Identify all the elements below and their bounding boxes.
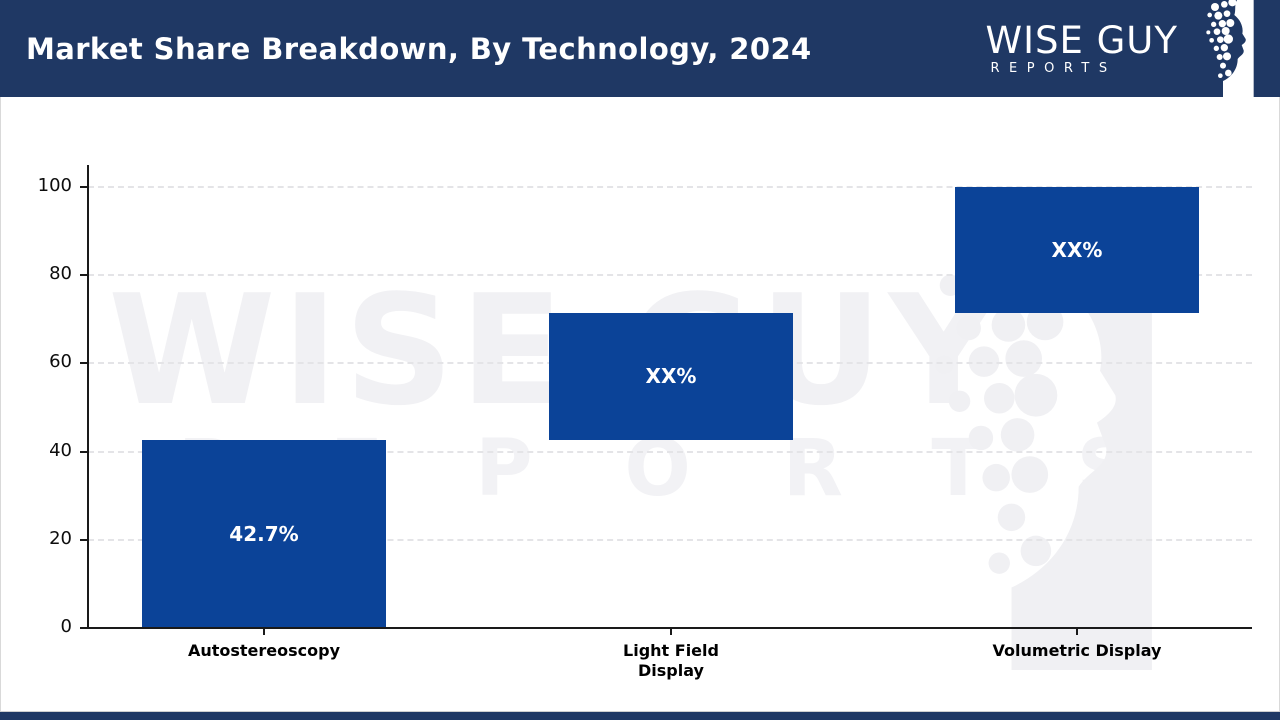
y-tick-label-20: 20	[49, 527, 72, 549]
x-tick-3	[1076, 628, 1078, 635]
footer-bar	[0, 711, 1280, 720]
gridline-80	[88, 274, 1252, 277]
y-tick-label-100: 100	[37, 175, 72, 196]
bar-volumetric-display: XX%	[955, 187, 1199, 314]
y-tick-20	[80, 538, 88, 541]
category-label-3: Volumetric Display	[992, 641, 1162, 660]
x-tick-2	[670, 628, 672, 635]
y-tick-0	[80, 627, 88, 629]
gridline-20	[88, 538, 1252, 541]
y-tick-100	[80, 186, 88, 188]
y-tick-label-0: 0	[60, 616, 72, 637]
y-tick-80	[80, 274, 88, 277]
brand-logo: WISE GUY REPORTS	[986, 0, 1254, 99]
brand-name-line2: REPORTS	[990, 61, 1117, 76]
page-title: Market Share Breakdown, By Technology, 2…	[26, 31, 812, 66]
y-tick-60	[80, 362, 88, 365]
bar-value-label: 42.7%	[229, 521, 299, 546]
bar-value-label: XX%	[1051, 238, 1103, 263]
gridline-40	[88, 450, 1252, 453]
header-bar: Market Share Breakdown, By Technology, 2…	[0, 0, 1280, 97]
gridline-100	[88, 186, 1252, 188]
category-label-1: Autostereoscopy	[187, 641, 341, 660]
brand-name-line1: WISE GUY	[985, 19, 1178, 62]
bar-autostereoscopy: 42.7%	[142, 439, 386, 628]
y-tick-label-40: 40	[49, 439, 72, 461]
y-axis	[87, 165, 89, 629]
y-tick-label-60: 60	[49, 351, 72, 373]
category-label-2: Light Field Display	[623, 641, 719, 680]
y-tick-40	[80, 450, 88, 453]
brand-face-icon	[1180, 0, 1254, 99]
bar-value-label: XX%	[645, 364, 697, 389]
x-tick-1	[263, 628, 265, 635]
bar-light-field-display: XX%	[549, 313, 793, 440]
y-tick-label-80: 80	[49, 263, 72, 285]
x-axis	[87, 627, 1252, 629]
brand-name: WISE GUY REPORTS	[986, 22, 1178, 75]
